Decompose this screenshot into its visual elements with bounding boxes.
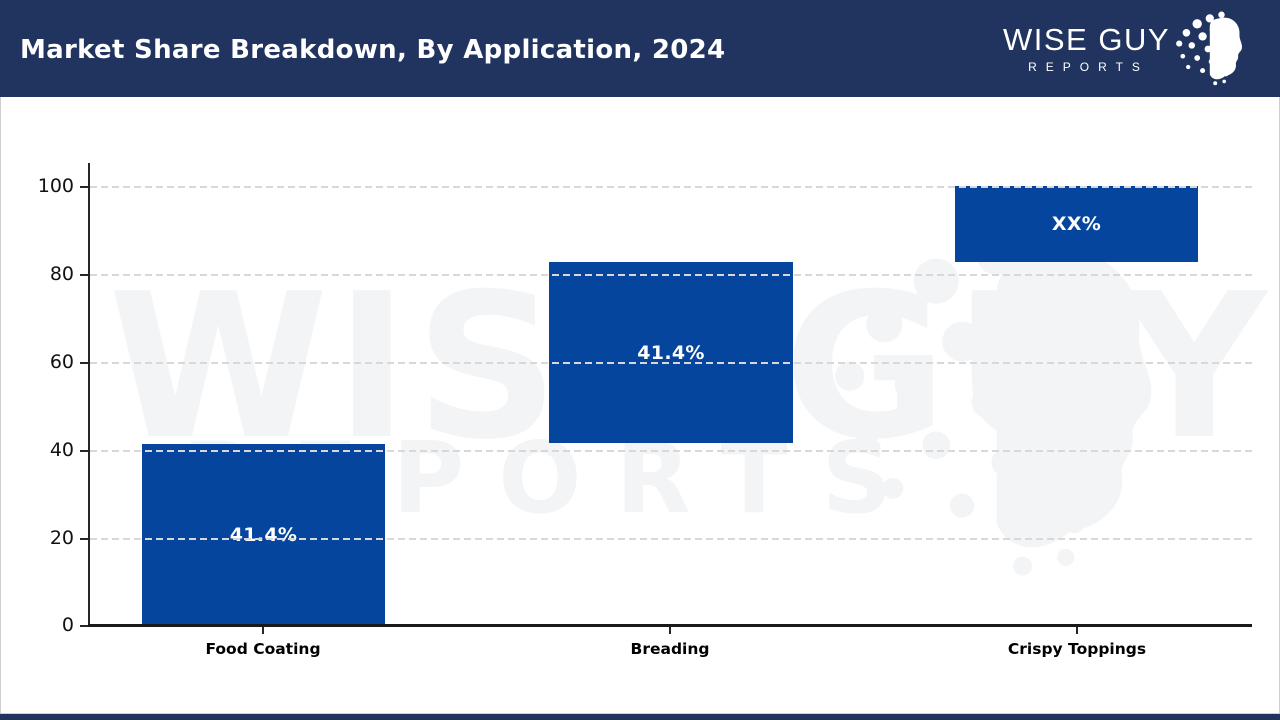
footer-strip: [0, 714, 1280, 720]
y-tick-mark: [80, 450, 88, 452]
y-tick-label: 100: [37, 175, 74, 197]
logo-wordmark: WISE GUY REPORTS: [1003, 24, 1170, 74]
header-bar: Market Share Breakdown, By Application, …: [0, 0, 1280, 97]
y-axis-spine: [88, 163, 90, 626]
x-tick-mark: [262, 627, 264, 634]
x-category-label-food-coating: Food Coating: [205, 640, 321, 658]
logo-wordmark-line2: REPORTS: [1028, 59, 1149, 74]
x-tick-mark: [1076, 627, 1078, 634]
y-tick-label: 40: [49, 439, 74, 461]
watermark-face-icon: [835, 222, 1152, 576]
y-tick-mark: [80, 362, 88, 364]
y-tick-label: 60: [49, 351, 74, 373]
bar-value-label: 41.4%: [637, 341, 705, 364]
logo-face-icon: [1176, 11, 1243, 86]
bar-crispy-toppings: XX%: [955, 186, 1198, 262]
bar-food-coating: 41.4%: [142, 444, 385, 626]
bar-value-label: XX%: [1051, 213, 1102, 235]
wise-guy-logo: WISE GUY REPORTS: [1003, 8, 1268, 90]
y-tick-label: 0: [61, 614, 74, 636]
y-tick-label: 80: [49, 263, 74, 285]
x-axis-line: [88, 624, 1252, 627]
logo-wordmark-line1: WISE GUY: [1003, 22, 1171, 58]
x-category-label-crispy-toppings: Crispy Toppings: [1007, 640, 1147, 658]
y-tick-mark: [80, 538, 88, 540]
bar-breading: 41.4%: [549, 262, 793, 443]
x-tick-mark: [669, 627, 671, 634]
y-tick-mark: [80, 625, 88, 627]
y-tick-mark: [80, 186, 88, 188]
x-category-label-breading: Breading: [630, 640, 710, 658]
gridline-60: [90, 362, 1252, 364]
y-tick-mark: [80, 274, 88, 276]
gridline-20: [90, 538, 1252, 540]
gridline-80: [90, 274, 1252, 276]
gridline-100: [90, 186, 1252, 188]
y-tick-label: 20: [49, 527, 74, 549]
bar-value-label: 41.4%: [229, 524, 298, 546]
page-title: Market Share Breakdown, By Application, …: [20, 35, 726, 65]
gridline-40: [90, 450, 1252, 452]
